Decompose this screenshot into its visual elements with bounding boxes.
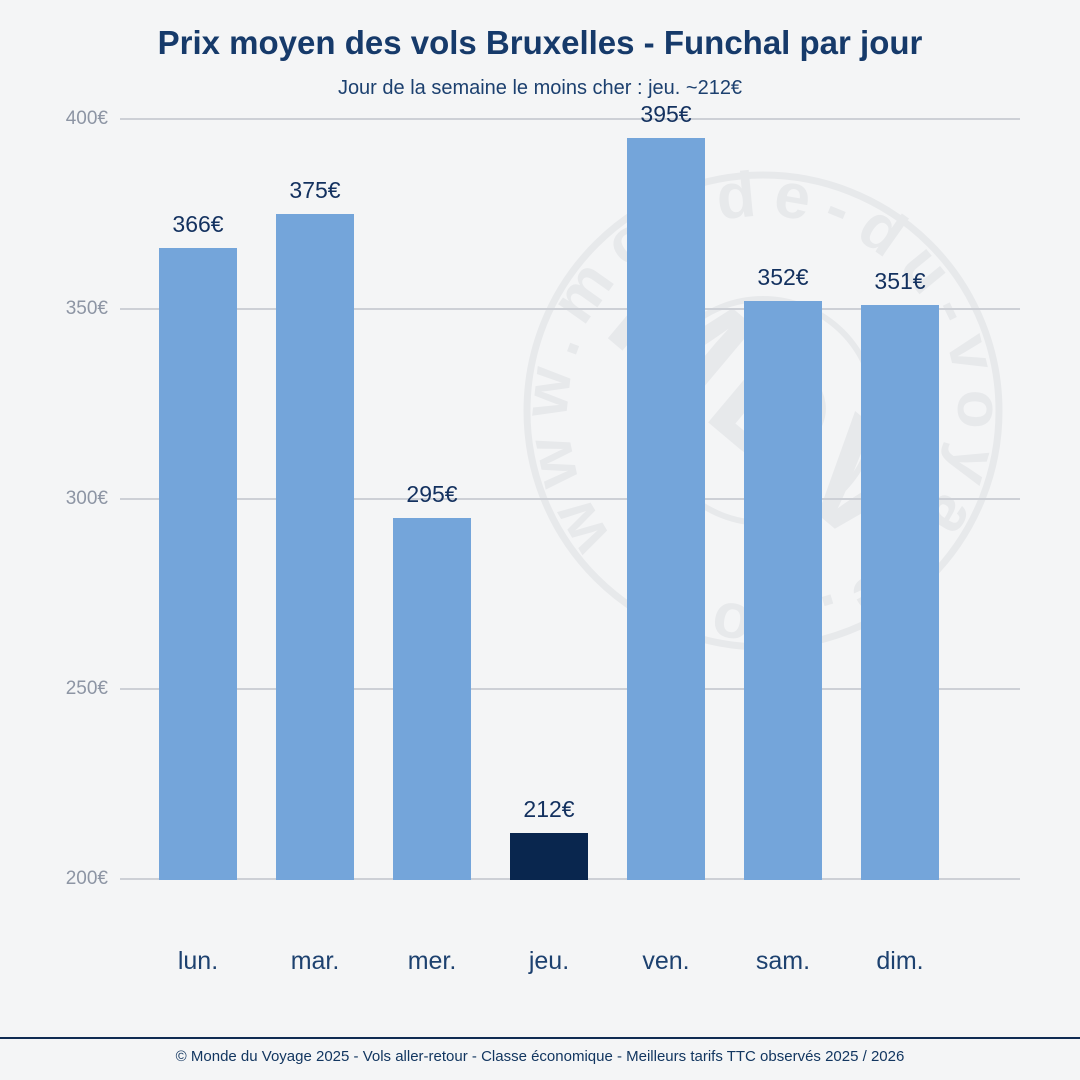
x-axis-label-lun: lun. — [177, 947, 219, 975]
gridline-250 — [120, 688, 1020, 690]
bar-dim — [861, 305, 939, 880]
gridline-400 — [120, 118, 1020, 120]
x-axis-label-dim: dim. — [876, 947, 924, 975]
y-axis-label-200: 200€ — [65, 868, 108, 889]
y-axis-label-300: 300€ — [65, 488, 108, 509]
bar-mar — [276, 214, 354, 880]
gridline-350 — [120, 308, 1020, 310]
y-axis-label-350: 350€ — [65, 298, 108, 319]
bar-value-label-jeu: 212€ — [523, 796, 575, 823]
x-axis-label-ven: ven. — [642, 947, 690, 975]
x-axis-label-mer: mer. — [407, 947, 457, 975]
y-axis-label-400: 400€ — [65, 108, 108, 129]
bar-jeu — [510, 833, 588, 880]
bar-value-label-sam: 352€ — [757, 264, 809, 291]
bar-value-label-ven: 395€ — [640, 101, 692, 127]
bar-value-label-mar: 375€ — [289, 177, 341, 203]
bar-value-label-dim: 351€ — [874, 268, 926, 295]
bar-sam — [744, 301, 822, 880]
bar-value-label-lun: 366€ — [172, 211, 224, 238]
footer-copyright: © Monde du Voyage 2025 - Vols aller-reto… — [175, 1048, 905, 1065]
footer-divider — [0, 1037, 1080, 1039]
bar-lun — [159, 248, 237, 880]
bar-value-label-mer: 295€ — [406, 481, 458, 507]
x-axis-label-jeu: jeu. — [528, 947, 570, 975]
bar-ven — [627, 138, 705, 880]
y-axis-label-250: 250€ — [65, 678, 108, 699]
bar-mer — [393, 518, 471, 880]
x-axis-label-mar: mar. — [290, 947, 340, 975]
chart-subtitle: Jour de la semaine le moins cher : jeu. … — [337, 77, 743, 99]
x-axis-label-sam: sam. — [755, 947, 811, 975]
chart-title: Prix moyen des vols Bruxelles - Funchal … — [157, 24, 923, 61]
gridline-300 — [120, 498, 1020, 500]
